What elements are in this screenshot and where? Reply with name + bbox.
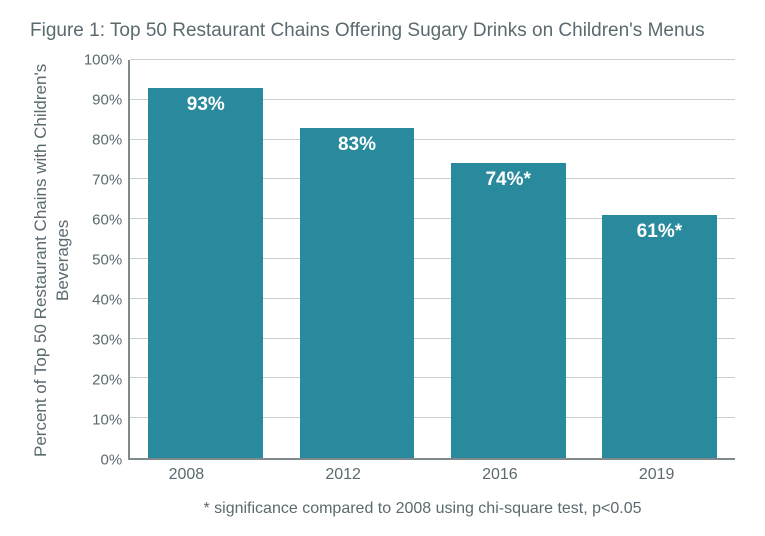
x-ticks-row: 2008201220162019 (30, 460, 735, 488)
bars: 93% 83% 74%* 61%* (130, 60, 735, 458)
y-tick: 40% (92, 292, 122, 309)
y-axis-label: Percent of Top 50 Restaurant Chains with… (30, 60, 74, 460)
plot-area: 93% 83% 74%* 61%* (128, 60, 735, 460)
ylabel-group: Percent of Top 50 Restaurant Chains with… (30, 60, 74, 460)
axis-area: 0%10%20%30%40%50%60%70%80%90%100% 93%83%… (80, 60, 735, 460)
bar-value-label: 74%* (485, 169, 530, 191)
bar-slot: 61%* (584, 60, 735, 458)
y-tick: 10% (92, 412, 122, 429)
y-tick: 90% (92, 92, 122, 109)
bar: 61%* (602, 215, 717, 458)
y-tick: 20% (92, 372, 122, 389)
x-ticks-pad-ylabel (30, 460, 60, 488)
x-tick: 2008 (108, 460, 265, 488)
bar-value-label: 93% (187, 94, 225, 116)
bar-slot: 93% (130, 60, 281, 458)
y-tick: 50% (92, 252, 122, 269)
x-tick: 2016 (422, 460, 579, 488)
bar: 83% (300, 128, 415, 458)
bar: 74%* (451, 163, 566, 458)
y-tick: 0% (101, 452, 123, 469)
y-tick: 80% (92, 132, 122, 149)
y-tick: 100% (84, 52, 122, 69)
y-ticks: 0%10%20%30%40%50%60%70%80%90%100% (80, 60, 128, 460)
x-tick: 2012 (265, 460, 422, 488)
chart-title: Figure 1: Top 50 Restaurant Chains Offer… (30, 20, 735, 42)
bar-value-label: 61%* (637, 221, 682, 243)
plot-wrap: Percent of Top 50 Restaurant Chains with… (30, 60, 735, 460)
x-ticks: 2008201220162019 (108, 460, 735, 488)
y-tick: 60% (92, 212, 122, 229)
chart-footnote: * significance compared to 2008 using ch… (110, 500, 735, 518)
bar-slot: 83% (281, 60, 432, 458)
y-tick: 70% (92, 172, 122, 189)
bar-value-label: 83% (338, 134, 376, 156)
y-tick: 30% (92, 332, 122, 349)
figure-container: Figure 1: Top 50 Restaurant Chains Offer… (0, 0, 765, 536)
bar: 93% (148, 88, 263, 458)
bar-slot: 74%* (433, 60, 584, 458)
x-tick: 2019 (578, 460, 735, 488)
